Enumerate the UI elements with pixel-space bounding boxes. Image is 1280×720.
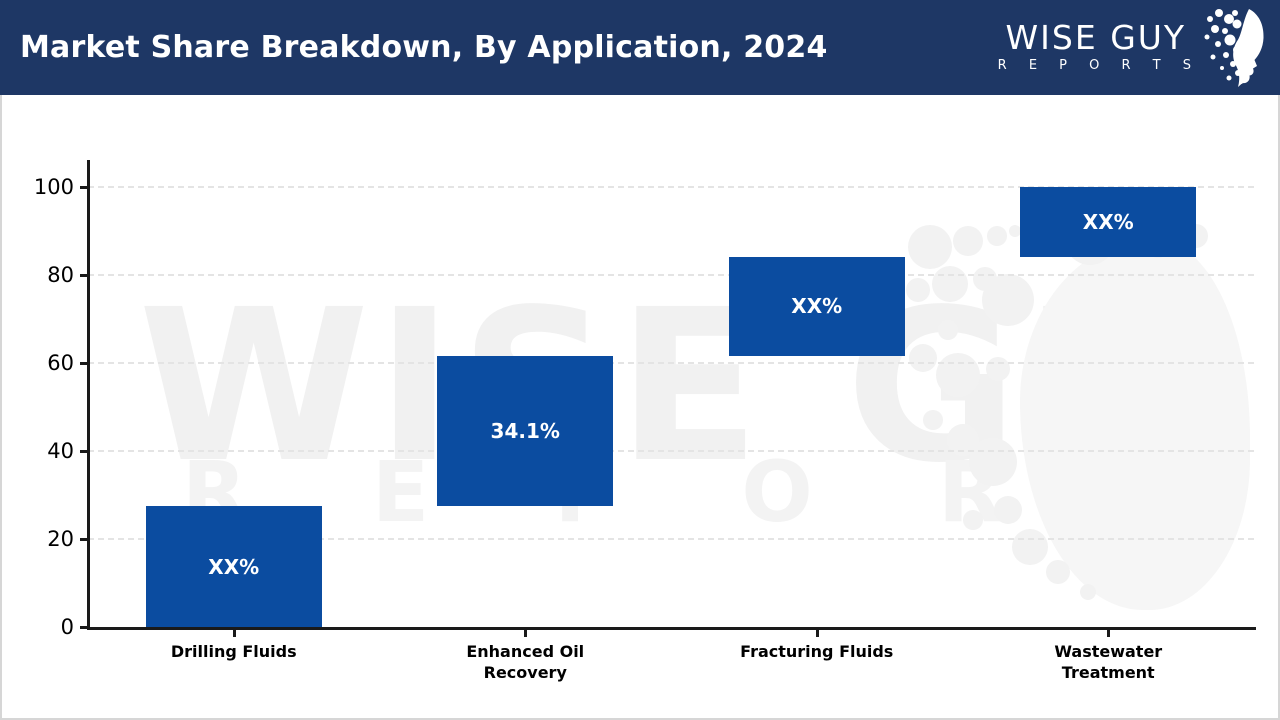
- bar-segment: XX%: [145, 506, 322, 627]
- y-tick-mark: [80, 362, 88, 365]
- bar-value-label: 34.1%: [490, 418, 560, 443]
- y-tick-label: 60: [47, 351, 74, 375]
- y-tick-mark: [80, 450, 88, 453]
- y-tick-label: 40: [47, 439, 74, 463]
- bar-segment: XX%: [1020, 187, 1197, 257]
- y-tick-mark: [80, 186, 88, 189]
- bar-segment: XX%: [728, 256, 905, 356]
- x-tick-mark: [524, 630, 528, 637]
- x-axis-line: [87, 627, 1256, 630]
- y-gridline: [88, 362, 1254, 364]
- y-tick-label: 20: [47, 527, 74, 551]
- x-tick-mark: [1107, 630, 1111, 637]
- wiseguy-face-icon: [1204, 9, 1264, 87]
- y-tick-label: 100: [33, 175, 74, 199]
- x-category-label: Wastewater Treatment: [1054, 642, 1163, 683]
- bar-value-label: XX%: [1082, 209, 1134, 234]
- y-gridline: [88, 274, 1254, 276]
- y-gridline: [88, 186, 1254, 188]
- y-gridline: [88, 450, 1254, 452]
- y-tick-label: 0: [60, 615, 74, 639]
- x-tick-mark: [232, 630, 236, 637]
- logo-reports-label: R E P O R T S: [997, 58, 1200, 73]
- bar-value-label: XX%: [791, 294, 843, 319]
- x-tick-mark: [815, 630, 819, 637]
- x-category-label: Fracturing Fluids: [740, 642, 894, 661]
- x-category-label: Enhanced Oil Recovery: [466, 642, 585, 683]
- y-tick-label: 80: [47, 263, 74, 287]
- x-category-label: Drilling Fluids: [170, 642, 297, 661]
- wiseguy-logo-text: WISE GUY R E P O R T S: [992, 21, 1200, 75]
- bar-segment: 34.1%: [437, 355, 614, 506]
- wiseguy-logo: WISE GUY R E P O R T S: [992, 6, 1266, 90]
- y-tick-mark: [80, 274, 88, 277]
- page-title: Market Share Breakdown, By Application, …: [20, 30, 828, 65]
- y-tick-mark: [80, 626, 88, 629]
- header: Market Share Breakdown, By Application, …: [0, 0, 1280, 95]
- logo-wiseguy-label: WISE GUY: [1005, 18, 1187, 57]
- y-axis-line: [87, 160, 90, 630]
- y-tick-mark: [80, 538, 88, 541]
- bar-value-label: XX%: [208, 554, 260, 579]
- y-gridline: [88, 538, 1254, 540]
